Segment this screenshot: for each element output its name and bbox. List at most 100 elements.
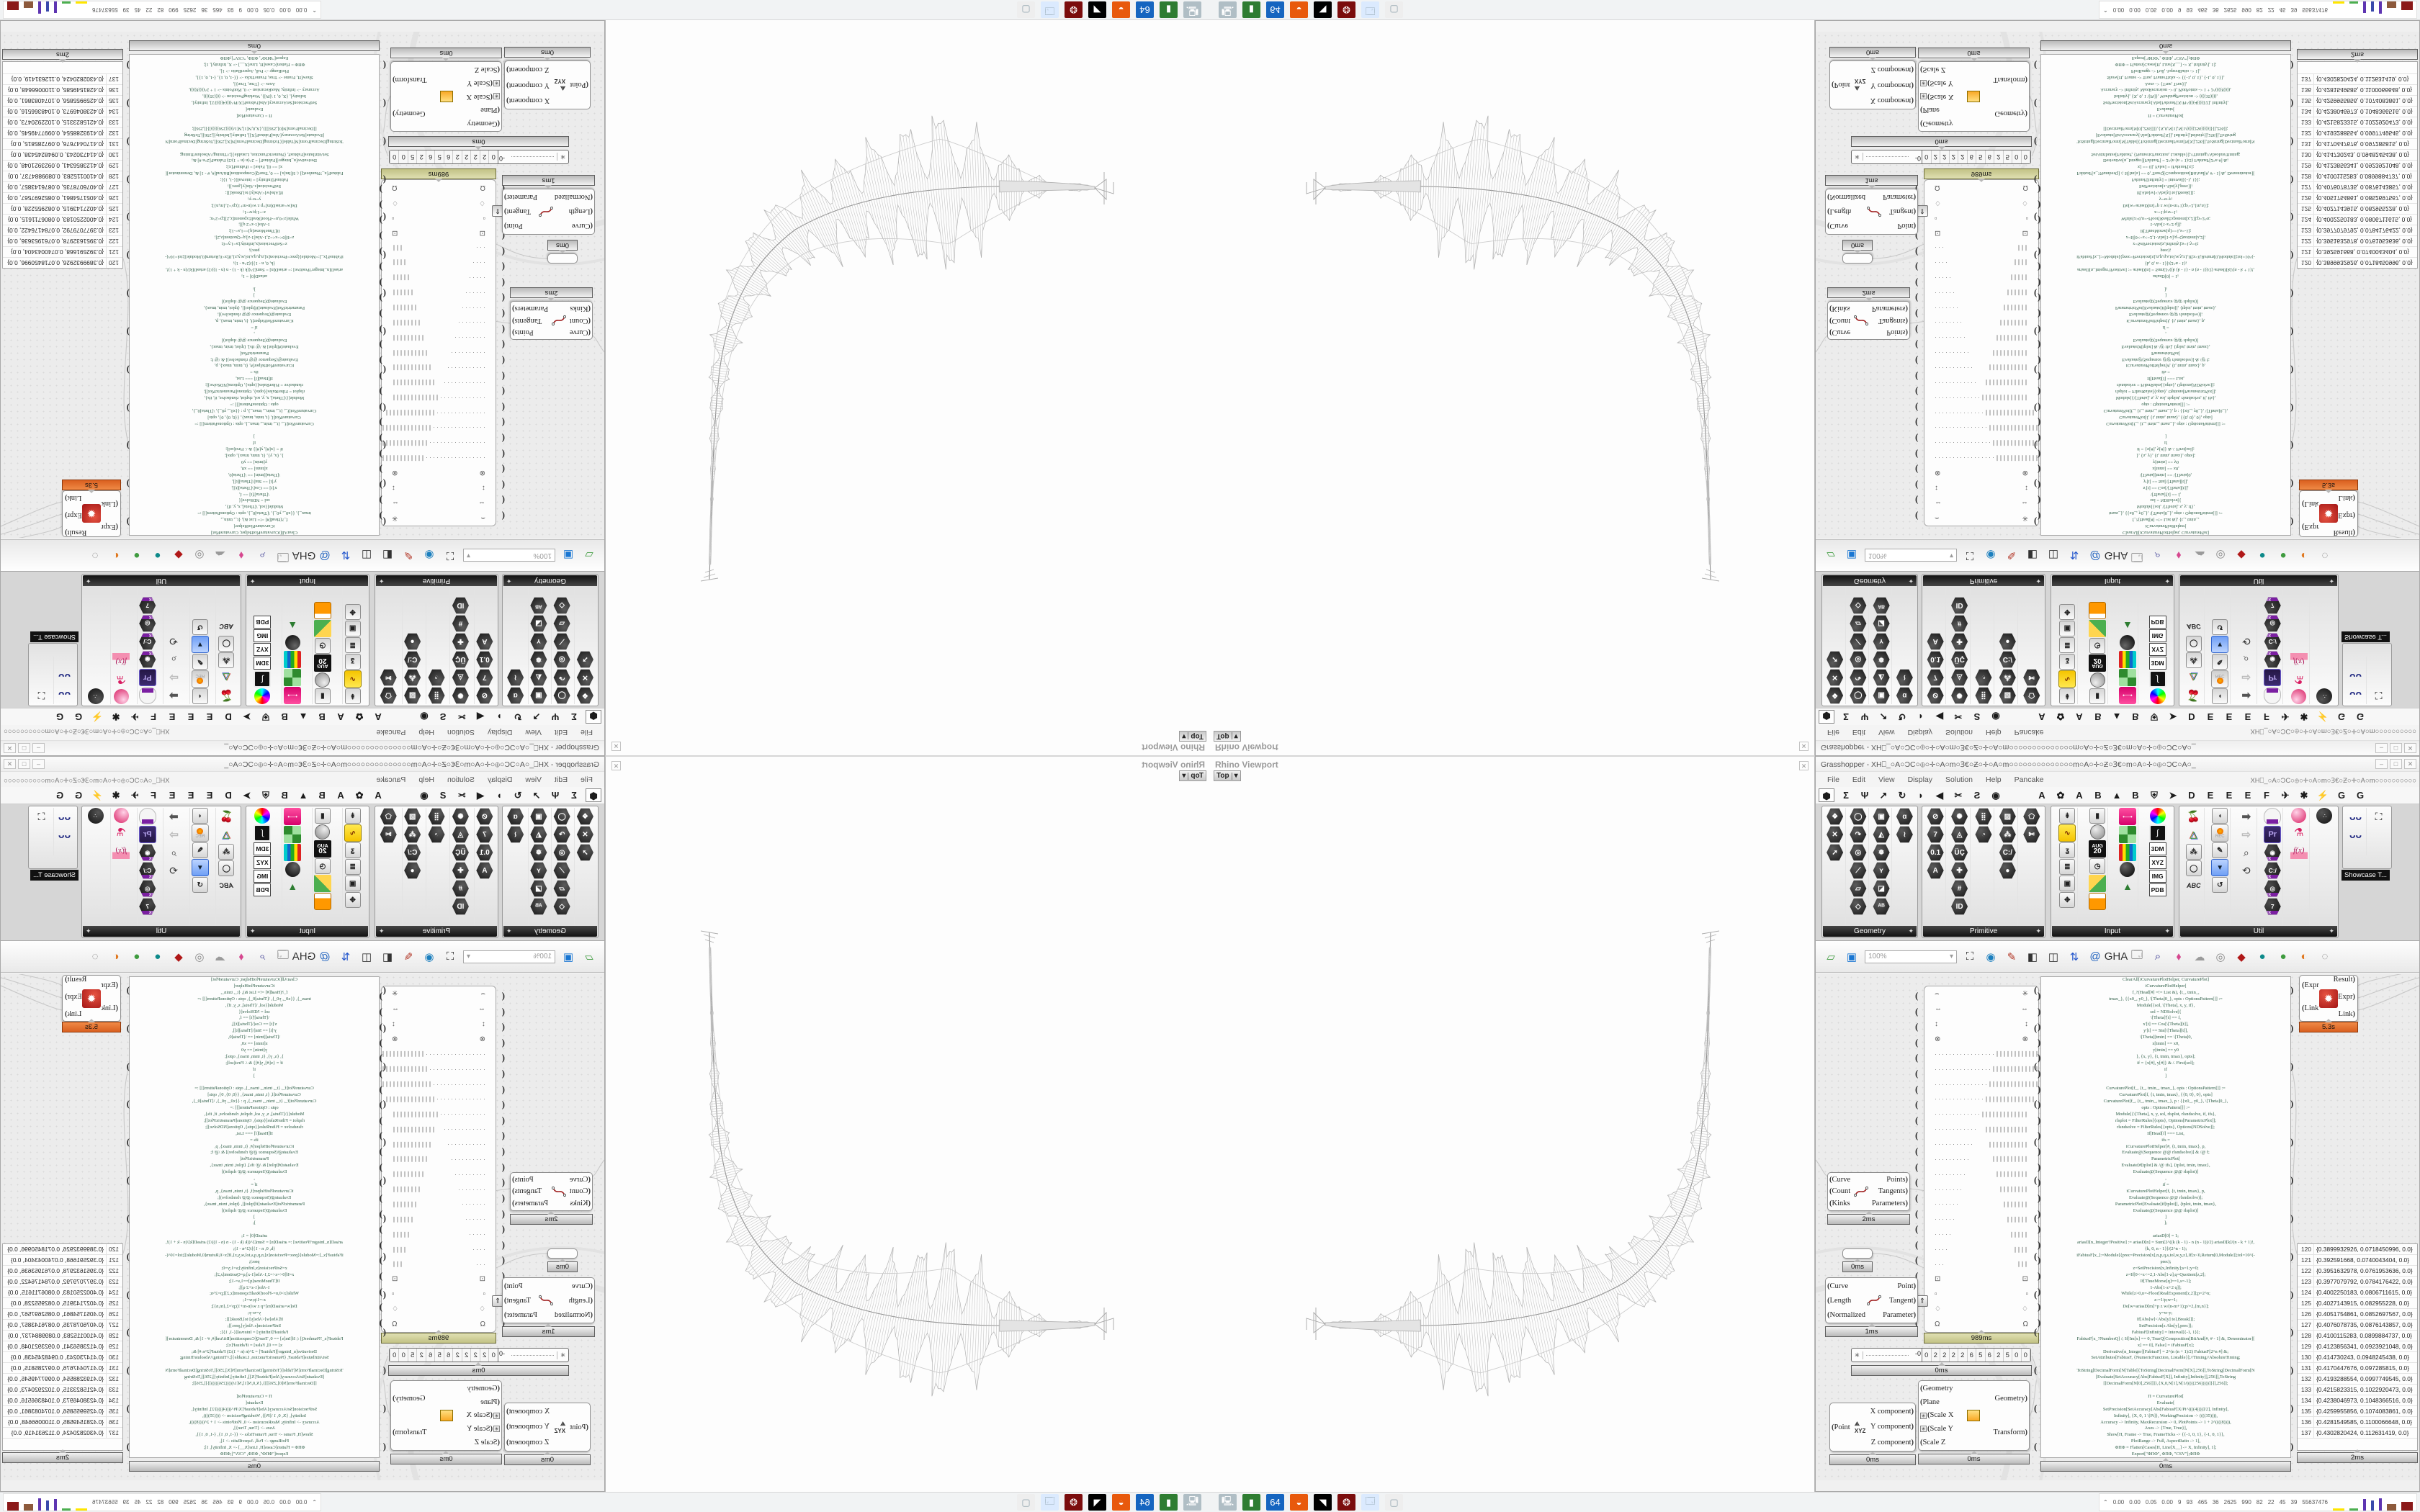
pinkball-icon[interactable]: [2291, 689, 2307, 704]
component-icon[interactable]: ID: [1951, 597, 1968, 614]
mini-slider-row[interactable]: ·················∣∣∣∣∣∣∣∣∣∣∣∣∣∣∣∣∣: [381, 1050, 485, 1058]
digit-scroller-slider[interactable]: ∗ -0 0 2 2 2 2 6 5 6 2 5 0 0: [389, 150, 569, 164]
component-icon[interactable]: ✺: [452, 687, 469, 704]
component-icon[interactable]: ✄: [380, 669, 397, 686]
component-icon[interactable]: 7: [476, 669, 493, 686]
component-icon[interactable]: ❅: [530, 844, 547, 861]
sketch-pen-icon[interactable]: ✎: [403, 950, 413, 963]
camera-icon[interactable]: ◫: [2048, 950, 2059, 963]
arrowL-icon[interactable]: ⇨: [2241, 671, 2251, 683]
digit-cell[interactable]: 6: [1967, 1349, 1976, 1362]
category-tab[interactable]: Ƨ: [439, 711, 447, 722]
mini-slider-row[interactable]: ⌢ ✳: [1935, 514, 2028, 523]
point-data-panel[interactable]: 120 {0.3899932926, 0.0718450996, 0.0} 121{…: [2297, 1243, 2418, 1451]
bake-bag-icon[interactable]: ⬧: [2176, 549, 2182, 562]
category-tab[interactable]: ▲: [298, 790, 308, 801]
cluster-icon[interactable]: ☁: [215, 950, 226, 963]
category-tab[interactable]: G: [55, 711, 64, 722]
rings-icon[interactable]: ◎: [2215, 549, 2226, 562]
component-icon[interactable]: ID: [452, 597, 469, 614]
zoom-extents-icon[interactable]: ⛶: [446, 549, 454, 562]
stamp-icon[interactable]: PDB: [254, 883, 272, 896]
component-icon[interactable]: ⁂: [1999, 669, 2016, 686]
component-icon[interactable]: ⁂: [1999, 826, 2016, 843]
mini-slider-row[interactable]: ······ ∣∣∣∣∣∣: [1935, 1215, 2028, 1223]
component-evaluate-curve[interactable]: (Curve (Length (Normalized Point) Tangent) Pa…: [1825, 189, 1918, 235]
rings-icon[interactable]: ◎: [194, 950, 205, 963]
palette-label[interactable]: Primitive ✦: [376, 926, 497, 937]
point-data-panel[interactable]: 120 {0.3899932926, 0.0718450996, 0.0} 121{…: [2297, 61, 2418, 269]
component-icon[interactable]: ◇: [553, 898, 570, 915]
green-ball-icon[interactable]: ●: [2280, 950, 2287, 963]
component-icon[interactable]: ÜÇ: [452, 651, 469, 668]
category-tab[interactable]: D: [2188, 711, 2195, 722]
digit-cell[interactable]: 0: [488, 1349, 498, 1362]
component-icon[interactable]: ◉: [2264, 844, 2281, 861]
zoom-level-select[interactable]: 100% ▾: [463, 950, 555, 963]
mini-slider-row[interactable]: ⇔ ⇔: [392, 1004, 485, 1013]
component-icon[interactable]: ◎: [553, 844, 570, 861]
component-icon[interactable]: ⁂: [404, 826, 421, 843]
category-tab[interactable]: A: [2038, 711, 2045, 722]
component-icon[interactable]: ⟋: [553, 633, 570, 650]
component-icon[interactable]: ᴬᴮ: [1873, 898, 1890, 915]
cube-icon[interactable]: [2089, 875, 2107, 892]
system-monitor-app-icon[interactable]: 🖳: [1183, 1494, 1201, 1511]
black-app-icon[interactable]: ◥: [1314, 1494, 1332, 1511]
drip-icon[interactable]: [2089, 602, 2107, 619]
category-tab[interactable]: F: [151, 790, 156, 801]
scurve-icon[interactable]: ∫: [254, 824, 272, 842]
stripes-icon[interactable]: [284, 651, 302, 668]
rgb-icon[interactable]: △: [2190, 829, 2197, 840]
zoom-level-select[interactable]: 100% ▾: [1865, 549, 1957, 562]
category-tab[interactable]: ◉: [1991, 789, 2000, 801]
menu-item-help[interactable]: Help: [1985, 775, 2002, 784]
minimize-button[interactable]: –: [2375, 759, 2388, 769]
funnel-icon[interactable]: ▼: [2211, 859, 2229, 876]
digit-cell[interactable]: 5: [408, 150, 417, 163]
component-relay[interactable]: [547, 1248, 578, 1259]
component-icon[interactable]: 7: [476, 826, 493, 843]
component-icon[interactable]: ◭: [1873, 669, 1890, 686]
pinkbar-icon[interactable]: •—•: [284, 687, 302, 704]
menu-item-display[interactable]: Display: [1907, 728, 1933, 737]
component-icon[interactable]: ◇: [1850, 898, 1867, 915]
component-icon[interactable]: ⊘: [1927, 808, 1944, 825]
category-tab[interactable]: B: [2132, 711, 2139, 722]
mini-slider-row[interactable]: ···· ∣∣∣∣: [1935, 1246, 2028, 1254]
component-icon[interactable]: ÜÇ: [1951, 844, 1968, 861]
component-icon[interactable]: ▨: [404, 687, 421, 704]
component-icon[interactable]: 7: [1927, 826, 1944, 843]
sketch-pen-icon[interactable]: ✎: [2007, 549, 2017, 562]
component-icon[interactable]: ⁂: [404, 669, 421, 686]
component-icon[interactable]: ✄: [2023, 826, 2040, 843]
component-evaluate-curve[interactable]: (Curve (Length (Normalized Point) Tangent) Pa…: [1825, 1277, 1918, 1323]
emulator-app-icon[interactable]: 64: [1136, 1, 1154, 18]
knob2-icon[interactable]: [284, 635, 300, 650]
sq-icon[interactable]: ⁂: [218, 844, 235, 860]
firefox-icon[interactable]: ◒: [1290, 1494, 1308, 1511]
category-tab[interactable]: F: [2264, 790, 2269, 801]
bake-bag-icon[interactable]: ⬧: [238, 950, 244, 963]
component-icon[interactable]: ʏ: [1873, 862, 1890, 879]
category-tab[interactable]: Ψ: [551, 711, 560, 722]
sq-icon[interactable]: ◖: [192, 688, 208, 704]
category-tab[interactable]: B: [318, 711, 326, 722]
half-ball-icon[interactable]: ◐: [112, 950, 120, 963]
category-tab[interactable]: A: [375, 711, 382, 722]
mini-slider-row[interactable]: ⊗ ⊗: [392, 1035, 485, 1043]
palette-label[interactable]: Primitive ✦: [1923, 926, 2044, 937]
menu-item-solution[interactable]: Solution: [447, 728, 475, 737]
magarrow-icon[interactable]: ⌕: [171, 654, 177, 666]
rec-icon[interactable]: REC: [2211, 670, 2229, 688]
mini-slider-row[interactable]: ♢ ♢: [392, 1305, 485, 1313]
component-icon[interactable]: ✄: [2023, 669, 2040, 686]
mini-slider-row[interactable]: ····· ∣∣∣∣∣: [1935, 274, 2028, 282]
gem-icon[interactable]: ◆: [174, 549, 183, 562]
mini-slider-row[interactable]: ▫ ▫: [1935, 213, 2028, 222]
component-divide-curve[interactable]: (Curve (Count (Kinks Points) Tangents) Parame…: [510, 1172, 593, 1211]
category-tab[interactable]: ↗: [1879, 711, 1888, 723]
digit-cell[interactable]: 5: [434, 150, 444, 163]
digit-cell[interactable]: 5: [1976, 1349, 1986, 1362]
rings-icon[interactable]: ◎: [194, 549, 205, 562]
